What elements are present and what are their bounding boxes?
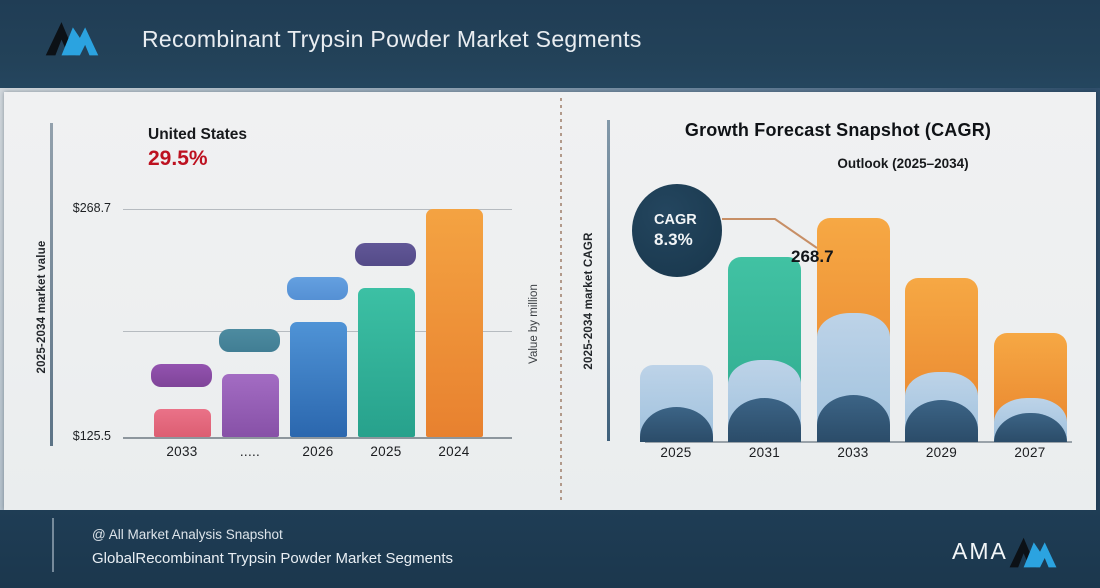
cagr-badge-value: 8.3% bbox=[654, 229, 693, 249]
cagr-connector-line bbox=[722, 218, 818, 249]
header-bar: Recombinant Trypsin Powder Market Segmen… bbox=[0, 0, 1100, 88]
cagr-badge-label: CAGR bbox=[654, 211, 697, 228]
footer-bar: @ All Market Analysis Snapshot GlobalRec… bbox=[0, 510, 1100, 588]
left-chart-y-axis-label: 2025-2034 market value bbox=[36, 240, 48, 374]
left-chart-region-label: United States bbox=[148, 126, 248, 143]
right-chart-y-axis-line bbox=[607, 120, 610, 441]
footer-separator-line bbox=[52, 518, 54, 572]
ama-logo-icon bbox=[45, 22, 99, 56]
left-chart-highlight-percent: 29.5% bbox=[148, 147, 208, 170]
right-chart-subtitle: Outlook (2025–2034) bbox=[837, 156, 969, 171]
left-chart-right-axis-label: Value by million bbox=[528, 284, 540, 364]
right-chart-x-axis-line bbox=[645, 441, 1072, 443]
ama-logo-icon bbox=[1009, 537, 1057, 568]
right-chart-y-axis-label: 2025-2034 market CAGR bbox=[583, 232, 595, 370]
page-title: Recombinant Trypsin Powder Market Segmen… bbox=[142, 26, 642, 52]
footer-brand-text: AMA bbox=[952, 538, 1008, 564]
panel-divider-dashed-line bbox=[560, 98, 562, 502]
left-chart-y-axis-line bbox=[50, 123, 53, 446]
cagr-badge: CAGR 8.3% bbox=[632, 184, 722, 277]
right-chart-title: Growth Forecast Snapshot (CAGR) bbox=[684, 120, 992, 140]
footer-report-title: GlobalRecombinant Trypsin Powder Market … bbox=[92, 550, 453, 567]
footer-credit-text: @ All Market Analysis Snapshot bbox=[92, 527, 283, 542]
